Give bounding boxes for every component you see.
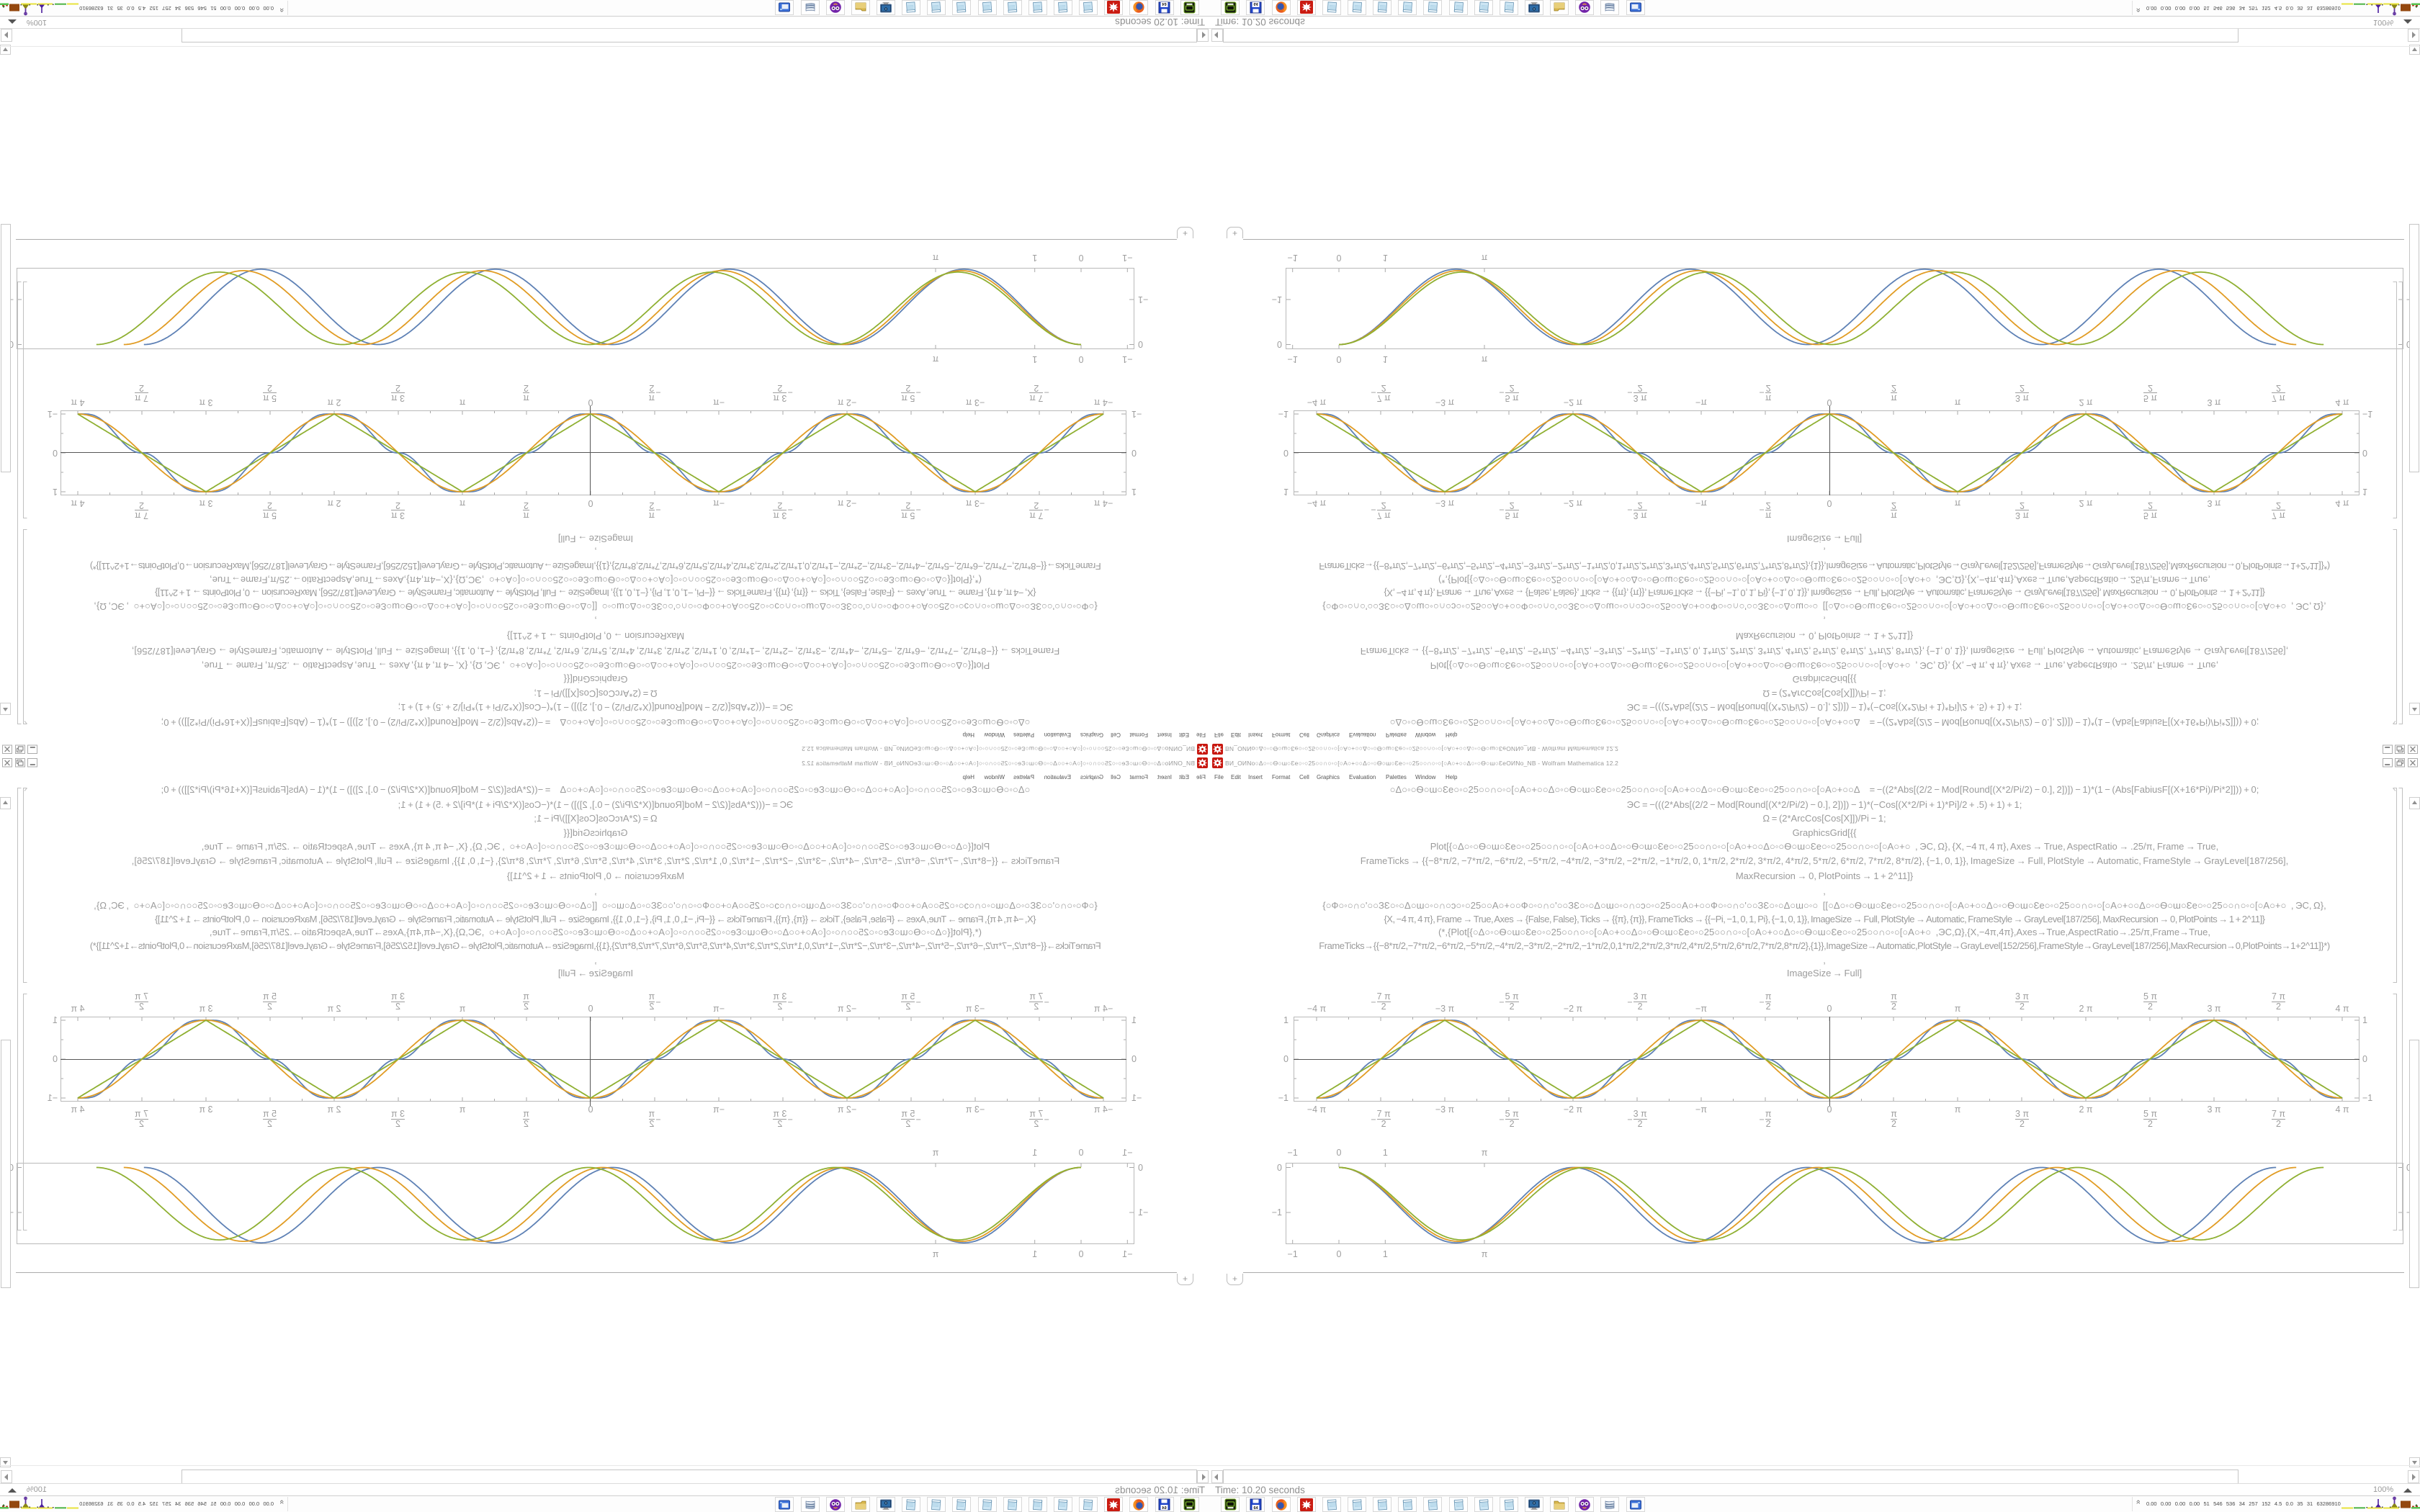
svg-text:64: 64 [1253, 1506, 1258, 1511]
svg-text:64: 64 [1253, 1, 1258, 6]
svg-text:64: 64 [1162, 1506, 1167, 1511]
svg-text:64: 64 [1162, 1, 1167, 6]
